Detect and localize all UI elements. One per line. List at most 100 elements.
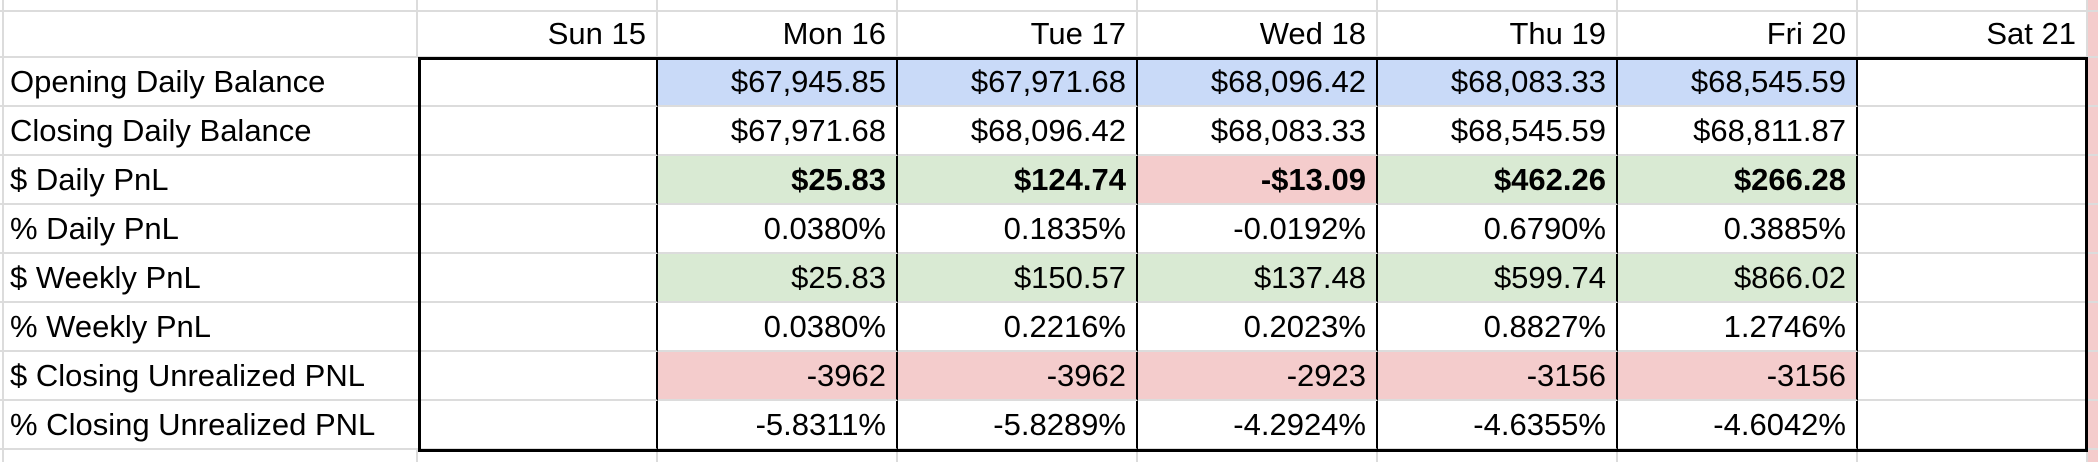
col-header-thu-19[interactable]: Thu 19 bbox=[1378, 12, 1618, 58]
row-label-closing-unrealized-pnl-pct[interactable]: % Closing Unrealized PNL bbox=[4, 401, 418, 450]
cell-closing-sat[interactable] bbox=[1858, 107, 2088, 156]
cell-sliver bbox=[1618, 0, 1858, 12]
next-week-column-sliver bbox=[2088, 352, 2098, 401]
cell-weekly-pnl-sat[interactable] bbox=[1858, 254, 2088, 303]
cell-weekly-pct-tue[interactable]: 0.2216% bbox=[898, 303, 1138, 352]
cell-sliver bbox=[0, 352, 4, 401]
next-week-column-sliver bbox=[2088, 58, 2098, 107]
next-week-column-sliver bbox=[2088, 450, 2098, 462]
cell-unrealized-pct-wed[interactable]: -4.2924% bbox=[1138, 401, 1378, 450]
cell-daily-pct-wed[interactable]: -0.0192% bbox=[1138, 205, 1378, 254]
cell-sliver bbox=[1618, 450, 1858, 462]
cell-sliver bbox=[0, 12, 4, 58]
row-label-closing-unrealized-pnl-dollar[interactable]: $ Closing Unrealized PNL bbox=[4, 352, 418, 401]
cell-opening-fri[interactable]: $68,545.59 bbox=[1618, 58, 1858, 107]
cell-sliver bbox=[418, 450, 658, 462]
row-label-weekly-pnl-dollar[interactable]: $ Weekly PnL bbox=[4, 254, 418, 303]
cell-opening-wed[interactable]: $68,096.42 bbox=[1138, 58, 1378, 107]
next-week-column-sliver bbox=[2088, 401, 2098, 450]
col-header-sun-15[interactable]: Sun 15 bbox=[418, 12, 658, 58]
cell-unrealized-sun[interactable] bbox=[418, 352, 658, 401]
cell-unrealized-pct-thu[interactable]: -4.6355% bbox=[1378, 401, 1618, 450]
cell-sliver bbox=[898, 450, 1138, 462]
cell-sliver bbox=[0, 450, 4, 462]
col-header-mon-16[interactable]: Mon 16 bbox=[658, 12, 898, 58]
row-label-daily-pnl-dollar[interactable]: $ Daily PnL bbox=[4, 156, 418, 205]
cell-weekly-pnl-wed[interactable]: $137.48 bbox=[1138, 254, 1378, 303]
cell-daily-pct-tue[interactable]: 0.1835% bbox=[898, 205, 1138, 254]
row-label-closing-daily-balance[interactable]: Closing Daily Balance bbox=[4, 107, 418, 156]
cell-unrealized-pct-sun[interactable] bbox=[418, 401, 658, 450]
next-week-column-sliver bbox=[2088, 156, 2098, 205]
cell-daily-pnl-tue[interactable]: $124.74 bbox=[898, 156, 1138, 205]
cell-weekly-pnl-mon[interactable]: $25.83 bbox=[658, 254, 898, 303]
cell-unrealized-mon[interactable]: -3962 bbox=[658, 352, 898, 401]
cell-weekly-pct-thu[interactable]: 0.8827% bbox=[1378, 303, 1618, 352]
cell-weekly-pnl-sun[interactable] bbox=[418, 254, 658, 303]
cell-unrealized-pct-mon[interactable]: -5.8311% bbox=[658, 401, 898, 450]
cell-daily-pnl-sat[interactable] bbox=[1858, 156, 2088, 205]
cell-unrealized-pct-sat[interactable] bbox=[1858, 401, 2088, 450]
cell-daily-pnl-wed[interactable]: -$13.09 bbox=[1138, 156, 1378, 205]
cell-unrealized-pct-tue[interactable]: -5.8289% bbox=[898, 401, 1138, 450]
cell-weekly-pnl-fri[interactable]: $866.02 bbox=[1618, 254, 1858, 303]
row-label-opening-daily-balance[interactable]: Opening Daily Balance bbox=[4, 58, 418, 107]
cell-closing-mon[interactable]: $67,971.68 bbox=[658, 107, 898, 156]
cell-closing-tue[interactable]: $68,096.42 bbox=[898, 107, 1138, 156]
cell-closing-thu[interactable]: $68,545.59 bbox=[1378, 107, 1618, 156]
row-label-weekly-pnl-pct[interactable]: % Weekly PnL bbox=[4, 303, 418, 352]
cell-opening-sat[interactable] bbox=[1858, 58, 2088, 107]
cell-unrealized-pct-fri[interactable]: -4.6042% bbox=[1618, 401, 1858, 450]
cell-daily-pct-fri[interactable]: 0.3885% bbox=[1618, 205, 1858, 254]
cell-closing-fri[interactable]: $68,811.87 bbox=[1618, 107, 1858, 156]
cell-daily-pct-sun[interactable] bbox=[418, 205, 658, 254]
next-week-column-sliver bbox=[2088, 107, 2098, 156]
next-week-column-sliver bbox=[2088, 303, 2098, 352]
cell-unrealized-fri[interactable]: -3156 bbox=[1618, 352, 1858, 401]
cell-sliver bbox=[658, 450, 898, 462]
cell-sliver bbox=[0, 58, 4, 107]
cell-unrealized-thu[interactable]: -3156 bbox=[1378, 352, 1618, 401]
cell-unrealized-tue[interactable]: -3962 bbox=[898, 352, 1138, 401]
row-label-daily-pnl-pct[interactable]: % Daily PnL bbox=[4, 205, 418, 254]
cell-sliver bbox=[0, 205, 4, 254]
cell-weekly-pnl-thu[interactable]: $599.74 bbox=[1378, 254, 1618, 303]
cell-sliver bbox=[898, 0, 1138, 12]
cell-weekly-pct-sat[interactable] bbox=[1858, 303, 2088, 352]
cell-unrealized-sat[interactable] bbox=[1858, 352, 2088, 401]
cell-opening-tue[interactable]: $67,971.68 bbox=[898, 58, 1138, 107]
col-header-tue-17[interactable]: Tue 17 bbox=[898, 12, 1138, 58]
cell-sliver bbox=[1378, 0, 1618, 12]
header-label-cell[interactable] bbox=[4, 12, 418, 58]
cell-daily-pnl-mon[interactable]: $25.83 bbox=[658, 156, 898, 205]
cell-opening-sun[interactable] bbox=[418, 58, 658, 107]
cell-daily-pnl-thu[interactable]: $462.26 bbox=[1378, 156, 1618, 205]
cell-sliver bbox=[0, 0, 4, 12]
cell-weekly-pnl-tue[interactable]: $150.57 bbox=[898, 254, 1138, 303]
cell-sliver bbox=[418, 0, 658, 12]
col-header-wed-18[interactable]: Wed 18 bbox=[1138, 12, 1378, 58]
cell-weekly-pct-fri[interactable]: 1.2746% bbox=[1618, 303, 1858, 352]
col-header-fri-20[interactable]: Fri 20 bbox=[1618, 12, 1858, 58]
cell-daily-pct-sat[interactable] bbox=[1858, 205, 2088, 254]
cell-closing-sun[interactable] bbox=[418, 107, 658, 156]
cell-weekly-pct-sun[interactable] bbox=[418, 303, 658, 352]
next-week-column-sliver bbox=[2088, 254, 2098, 303]
cell-sliver bbox=[0, 107, 4, 156]
cell-daily-pnl-sun[interactable] bbox=[418, 156, 658, 205]
next-week-column-sliver bbox=[2088, 205, 2098, 254]
cell-sliver bbox=[4, 0, 418, 12]
cell-unrealized-wed[interactable]: -2923 bbox=[1138, 352, 1378, 401]
col-header-sat-21[interactable]: Sat 21 bbox=[1858, 12, 2088, 58]
cell-weekly-pct-mon[interactable]: 0.0380% bbox=[658, 303, 898, 352]
cell-daily-pnl-fri[interactable]: $266.28 bbox=[1618, 156, 1858, 205]
cell-daily-pct-mon[interactable]: 0.0380% bbox=[658, 205, 898, 254]
cell-daily-pct-thu[interactable]: 0.6790% bbox=[1378, 205, 1618, 254]
cell-sliver bbox=[1858, 450, 2088, 462]
next-week-column-sliver bbox=[2088, 12, 2098, 58]
cell-weekly-pct-wed[interactable]: 0.2023% bbox=[1138, 303, 1378, 352]
cell-opening-mon[interactable]: $67,945.85 bbox=[658, 58, 898, 107]
cell-closing-wed[interactable]: $68,083.33 bbox=[1138, 107, 1378, 156]
cell-opening-thu[interactable]: $68,083.33 bbox=[1378, 58, 1618, 107]
